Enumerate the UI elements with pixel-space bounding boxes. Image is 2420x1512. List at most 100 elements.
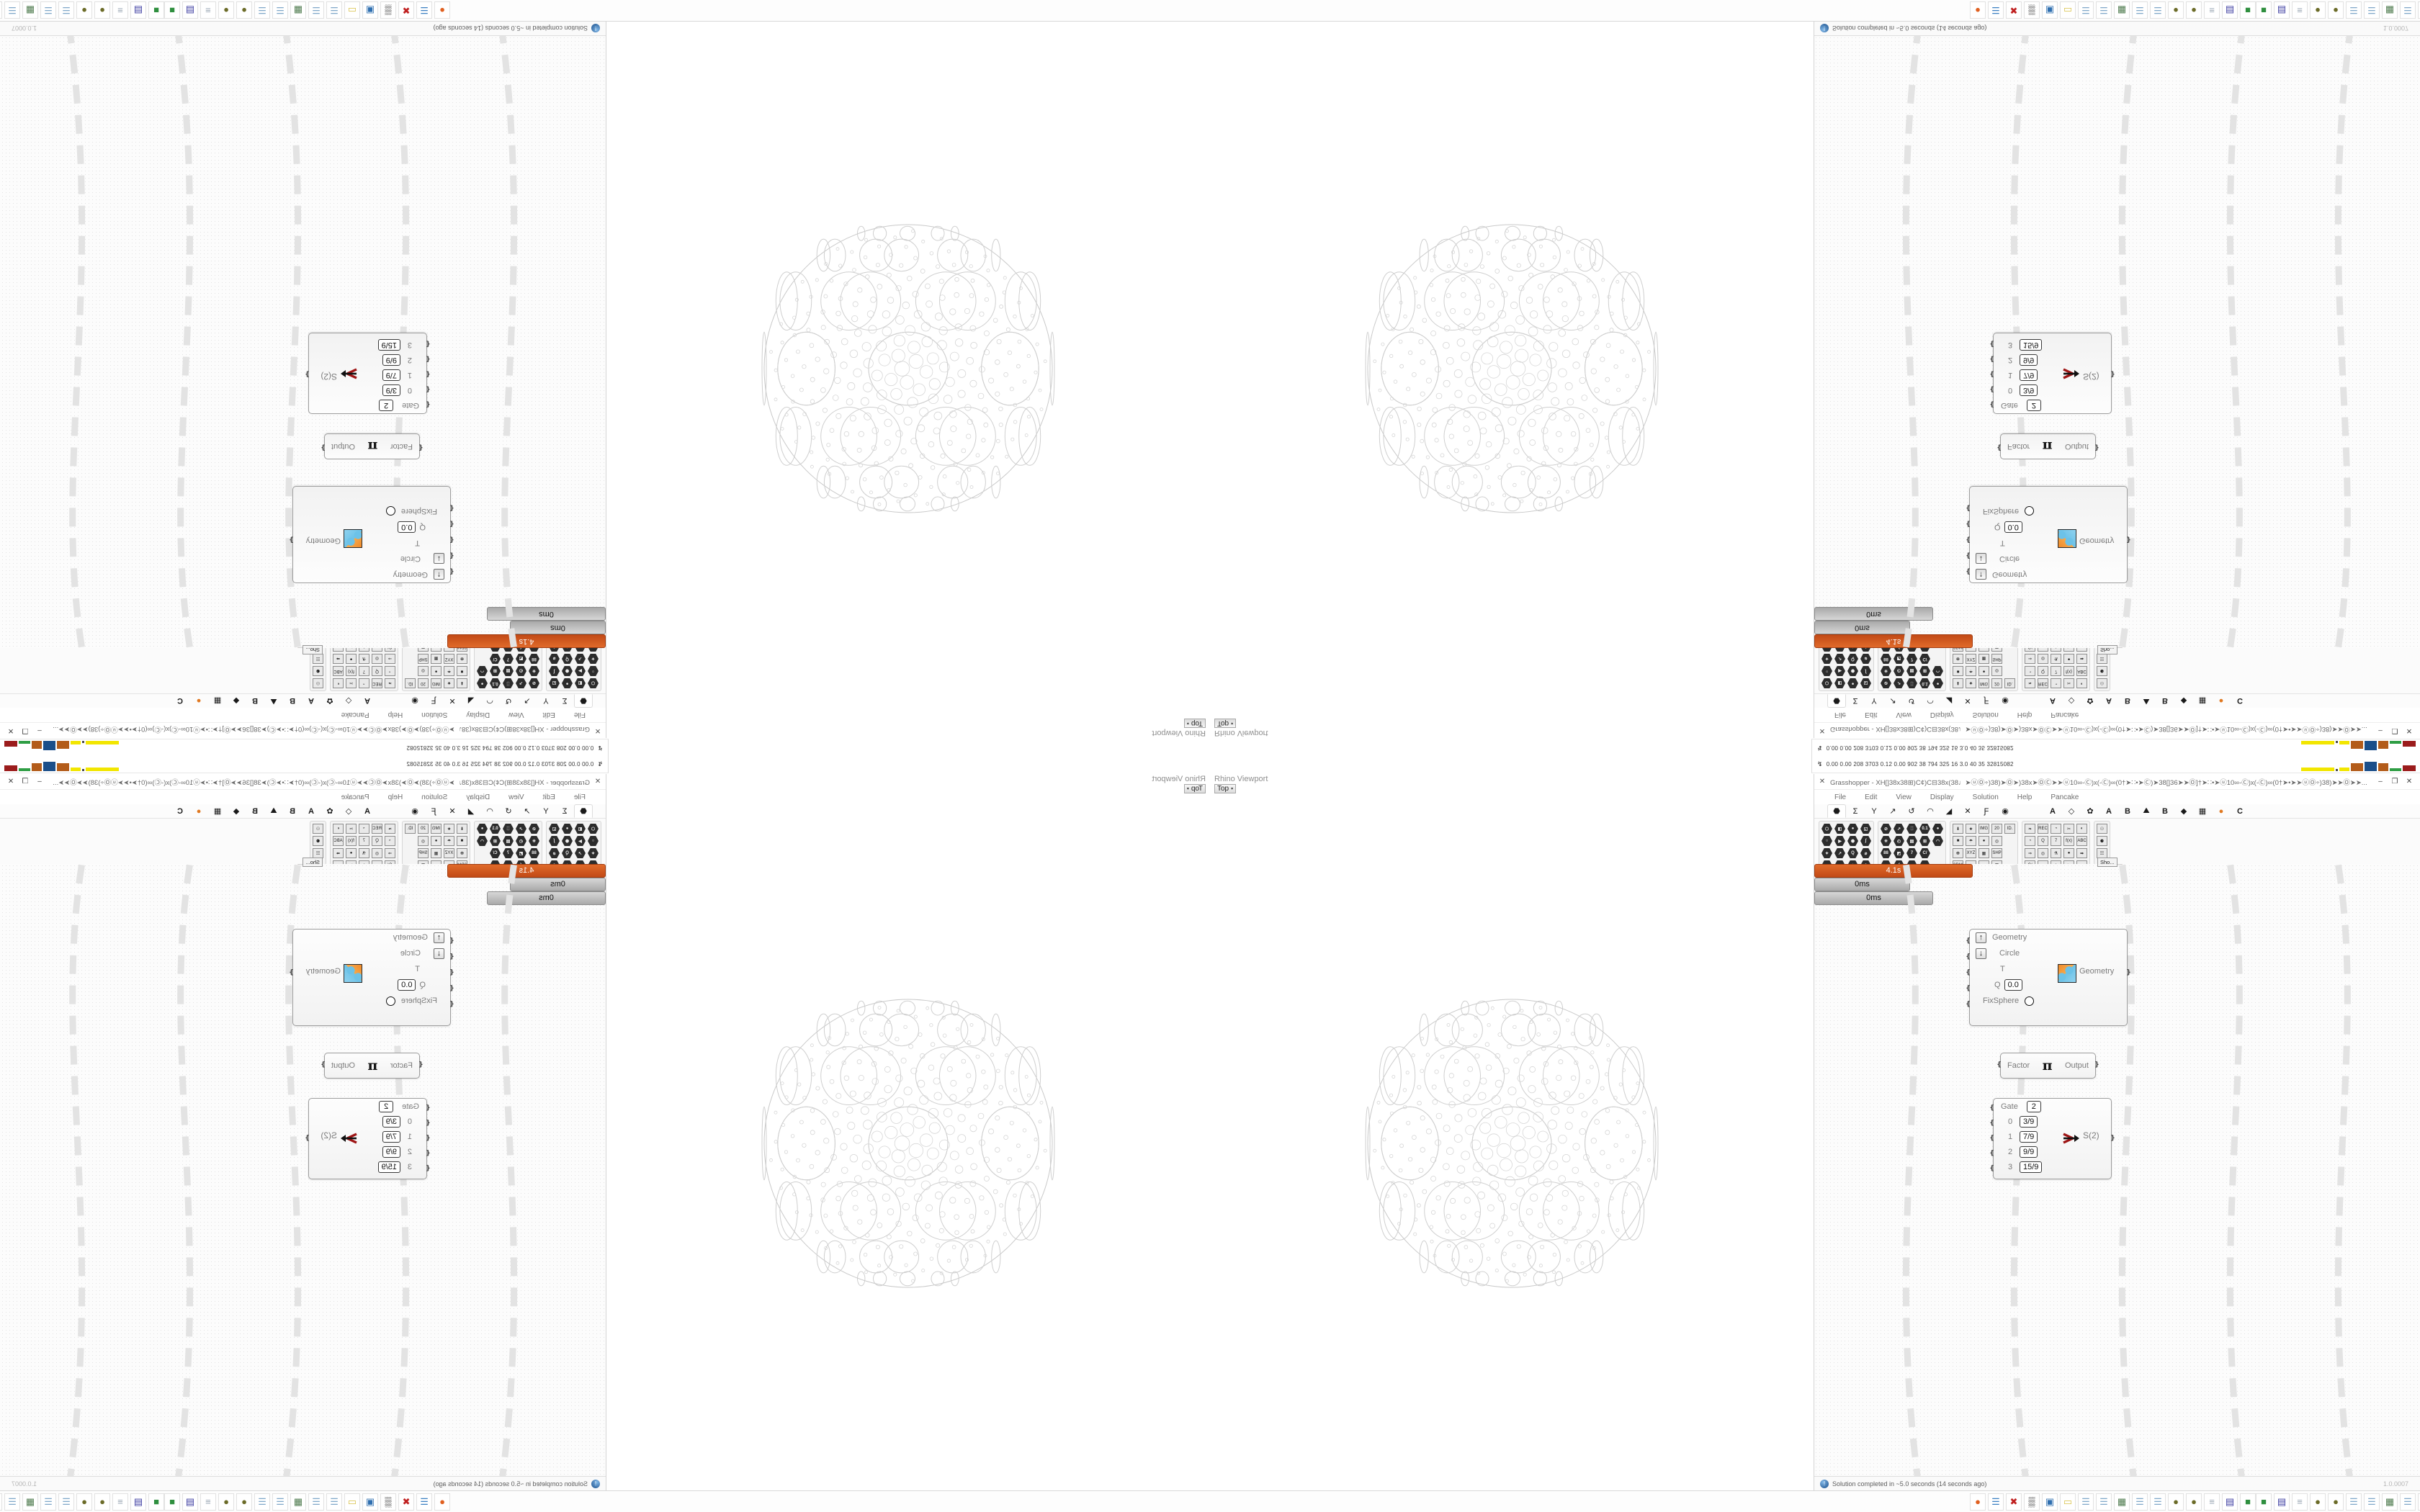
component-button[interactable]: ░ <box>502 823 514 834</box>
taskbar-item-folder[interactable]: ▭ <box>344 1 360 19</box>
tab-surface[interactable]: ◠ <box>486 807 493 816</box>
tab-curve[interactable]: ↺ <box>505 807 512 816</box>
taskbar-item-doc-1[interactable]: ☰ <box>0 1493 2 1511</box>
taskbar-item-olive-1[interactable]: ● <box>2328 1493 2344 1511</box>
component-button[interactable]: ✂ <box>2063 678 2075 689</box>
minimize-icon[interactable]: – <box>2378 726 2383 734</box>
taskbar-item-monitor[interactable]: ▦ <box>2382 1 2398 19</box>
taskbar-item-ink[interactable]: ▒ <box>2024 1493 2040 1511</box>
rhino-view-dropdown[interactable]: Top ▾ <box>1183 719 1206 728</box>
taskbar-item-save[interactable]: ▤ <box>182 1 198 19</box>
output-port[interactable]: ❵ <box>2094 1061 2099 1068</box>
component-button[interactable]: XYZ <box>1965 847 1977 859</box>
tab-plugin-c[interactable]: C <box>177 806 183 816</box>
tab-plugin-terrain[interactable]: ⛰ <box>2143 806 2150 815</box>
taskbar-item-stack[interactable]: ≡ <box>200 1 216 19</box>
output-port[interactable]: ❵ <box>2110 1134 2115 1141</box>
component-button[interactable]: ◧ <box>574 823 586 834</box>
series-row[interactable]: 0 3/9 <box>1994 383 2111 398</box>
component-button[interactable]: ☸ <box>1952 653 1964 665</box>
tab-maths[interactable]: Σ <box>562 806 568 816</box>
rhino-viewport-body[interactable] <box>1210 796 1814 1490</box>
taskbar-item-monitor[interactable]: ▦ <box>2114 1 2130 19</box>
node-fixsphere[interactable]: ❴ ❴ ❴ ❴ ❴ ❵ ↑ Geometry ↓ Circle <box>289 486 454 583</box>
input-port[interactable]: ❴ <box>449 968 454 976</box>
node-series[interactable]: ❴ ❴ ❴ ❴ ❴ ❵ Gate 2 0 3/9 1 7/9 2 9/9 3 15/9 <box>305 333 431 414</box>
series-row[interactable]: 3 15/9 <box>309 1159 426 1174</box>
component-button[interactable]: Q <box>371 665 383 677</box>
component-button[interactable]: ▶ <box>574 665 586 677</box>
taskbar-item-green-app[interactable]: ■ <box>164 1 180 19</box>
component-button[interactable]: ⚈ <box>312 835 324 847</box>
tab-maths[interactable]: Σ <box>1852 806 1858 816</box>
tab-transform[interactable]: Ƒ <box>431 696 436 706</box>
taskbar-item-doc-3[interactable]: ☰ <box>2364 1 2380 19</box>
component-button[interactable]: ⬇ <box>456 823 468 834</box>
tab-maths[interactable]: Σ <box>562 696 568 706</box>
taskbar-item-doc-1[interactable]: ☰ <box>2418 1493 2420 1511</box>
component-button[interactable]: ⚈ <box>2096 835 2108 847</box>
menu-item-view[interactable]: View <box>508 793 524 801</box>
component-button[interactable]: ⇒ <box>2024 847 2036 859</box>
input-port[interactable]: ❴ <box>425 356 431 363</box>
component-button[interactable]: ○ <box>1821 665 1833 677</box>
tab-params[interactable]: ⬣ <box>1827 804 1846 818</box>
component-button[interactable]: ⊞ <box>489 665 501 677</box>
component-button[interactable]: 7 <box>2050 665 2062 677</box>
taskbar-item-stack[interactable]: ≡ <box>2204 1 2220 19</box>
tab-plugin-brain[interactable]: ✿ <box>326 696 333 705</box>
input-port[interactable]: ❴ <box>418 444 424 451</box>
input-port[interactable]: ❴ <box>1989 356 1995 363</box>
taskbar-item-olive-1[interactable]: ● <box>2168 1 2184 19</box>
close-icon[interactable]: ✕ <box>1819 726 1826 734</box>
tab-sets[interactable]: Υ <box>1871 806 1877 816</box>
component-button[interactable]: ● <box>1978 665 1990 677</box>
series-row-value[interactable]: 9/9 <box>2020 1146 2038 1158</box>
component-button[interactable]: Q <box>1847 847 1859 859</box>
component-button[interactable]: ⌀ <box>548 653 560 665</box>
tab-plugin-shield[interactable]: ◆ <box>2180 696 2187 705</box>
tab-mesh[interactable]: ◢ <box>467 696 475 705</box>
output-port[interactable]: ❵ <box>289 968 295 976</box>
component-button[interactable]: ● <box>476 678 488 689</box>
taskbar-item-doc-1[interactable]: ☰ <box>326 1 342 19</box>
arrow-up-icon[interactable]: ↑ <box>434 569 444 580</box>
tab-plugin-dot[interactable]: ● <box>2218 806 2224 816</box>
taskbar-item-ink[interactable]: ▒ <box>380 1493 396 1511</box>
taskbar-item-stack[interactable]: ≡ <box>2292 1 2308 19</box>
component-button[interactable]: ● <box>345 847 357 859</box>
component-button[interactable]: ◎ <box>371 653 383 665</box>
tab-plugin-gem[interactable]: ◇ <box>2068 696 2075 705</box>
component-button[interactable]: ⬇ <box>1952 678 1964 689</box>
taskbar-item-firefox[interactable]: ● <box>434 1493 450 1511</box>
menu-item-view[interactable]: View <box>1896 711 1912 719</box>
taskbar-item-olive-2[interactable]: ● <box>94 1 110 19</box>
component-button[interactable]: ⊘ <box>528 678 540 689</box>
rhino-viewport-pane[interactable]: Rhino Viewport Top ▾ <box>1210 22 1814 738</box>
component-button[interactable]: ʃ <box>548 835 560 847</box>
series-row[interactable]: 2 9/9 <box>1994 353 2111 368</box>
taskbar-item-red-app[interactable]: ✖ <box>2006 1493 2022 1511</box>
component-button[interactable]: ■ <box>1952 835 1964 847</box>
component-button[interactable]: ⇒ <box>384 653 396 665</box>
tab-plugin-gem[interactable]: ◇ <box>345 807 352 816</box>
tab-display[interactable]: ◉ <box>411 807 418 816</box>
component-button[interactable]: ↗ <box>574 653 586 665</box>
component-button[interactable]: IMG <box>430 823 442 834</box>
component-button[interactable]: ░ <box>502 678 514 689</box>
component-button[interactable]: ◎ <box>371 847 383 859</box>
component-button[interactable]: 7 <box>502 847 514 859</box>
series-row-value[interactable]: 7/9 <box>2020 369 2038 382</box>
component-button[interactable]: C/ <box>1919 653 1931 665</box>
input-port[interactable]: ❴ <box>1989 1119 1995 1126</box>
component-button[interactable]: 0.1 <box>489 678 501 689</box>
component-button[interactable]: ➡ <box>332 847 344 859</box>
taskbar-item-red-app[interactable]: ✖ <box>2006 1 2022 19</box>
component-button[interactable]: ◎ <box>417 835 429 847</box>
tab-display[interactable]: ◉ <box>2002 807 2009 816</box>
tab-plugin-gem[interactable]: ◇ <box>345 696 352 705</box>
component-button[interactable]: ◩ <box>515 653 527 665</box>
component-button[interactable]: ❧ <box>2024 678 2036 689</box>
component-button[interactable]: ID. <box>404 678 416 689</box>
input-port[interactable]: ❴ <box>425 1164 431 1171</box>
